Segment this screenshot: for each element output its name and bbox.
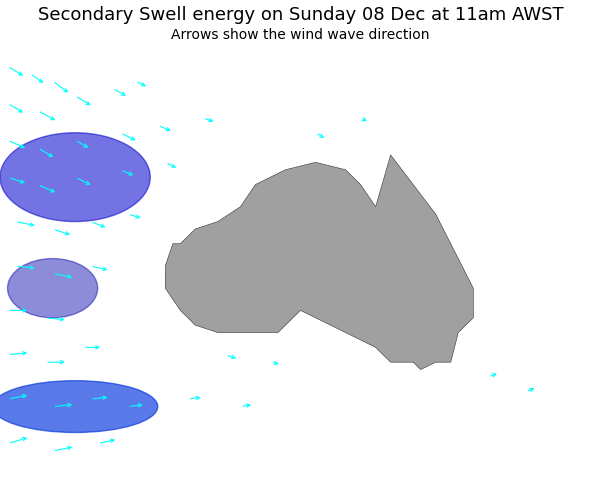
Text: Arrows show the wind wave direction: Arrows show the wind wave direction xyxy=(171,28,430,42)
Polygon shape xyxy=(165,155,474,369)
Ellipse shape xyxy=(0,381,157,432)
Ellipse shape xyxy=(0,133,150,222)
Text: Secondary Swell energy on Sunday 08 Dec at 11am AWST: Secondary Swell energy on Sunday 08 Dec … xyxy=(38,6,563,24)
Ellipse shape xyxy=(7,259,97,318)
